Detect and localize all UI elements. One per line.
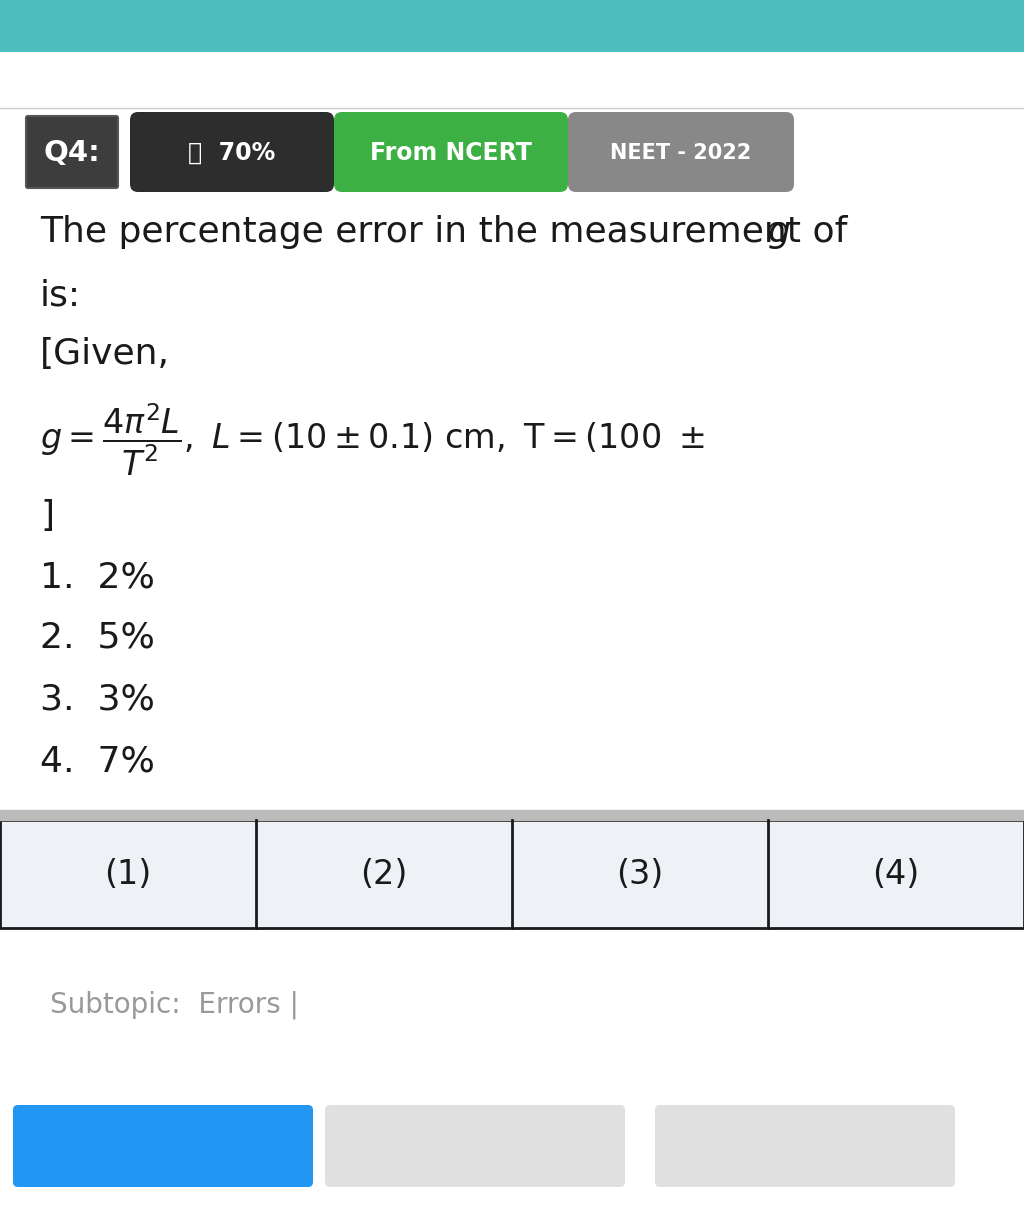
FancyBboxPatch shape [130, 112, 334, 192]
Text: $g = \dfrac{4\pi^2 L}{T^2},\ L = (10 \pm 0.1)\ \mathrm{cm,\ T} = (100\ \pm$: $g = \dfrac{4\pi^2 L}{T^2},\ L = (10 \pm… [40, 402, 706, 478]
Text: (1): (1) [104, 857, 152, 891]
Text: Subtopic:  Errors |: Subtopic: Errors | [50, 991, 299, 1020]
Text: (2): (2) [360, 857, 408, 891]
Text: [Given,: [Given, [40, 337, 170, 371]
Text: g: g [768, 215, 791, 249]
Text: 1.  2%: 1. 2% [40, 561, 155, 595]
Text: (4): (4) [872, 857, 920, 891]
FancyBboxPatch shape [13, 1105, 313, 1187]
FancyBboxPatch shape [655, 1105, 955, 1187]
FancyBboxPatch shape [325, 1105, 625, 1187]
Text: (3): (3) [616, 857, 664, 891]
Text: 2.  5%: 2. 5% [40, 622, 155, 656]
Text: 👍  70%: 👍 70% [188, 141, 275, 165]
FancyBboxPatch shape [26, 117, 118, 188]
Bar [0, 0, 1024, 52]
Text: is:: is: [40, 279, 81, 313]
Text: From NCERT: From NCERT [370, 141, 531, 165]
Text: NEET - 2022: NEET - 2022 [610, 143, 752, 163]
Text: Q4:: Q4: [44, 138, 100, 168]
Text: ]: ] [40, 499, 54, 533]
Bar [0, 819, 1024, 927]
FancyBboxPatch shape [334, 112, 568, 192]
Text: The percentage error in the measurement of: The percentage error in the measurement … [40, 215, 859, 249]
FancyBboxPatch shape [568, 112, 794, 192]
Text: 4.  7%: 4. 7% [40, 745, 155, 779]
Text: 3.  3%: 3. 3% [40, 683, 155, 717]
